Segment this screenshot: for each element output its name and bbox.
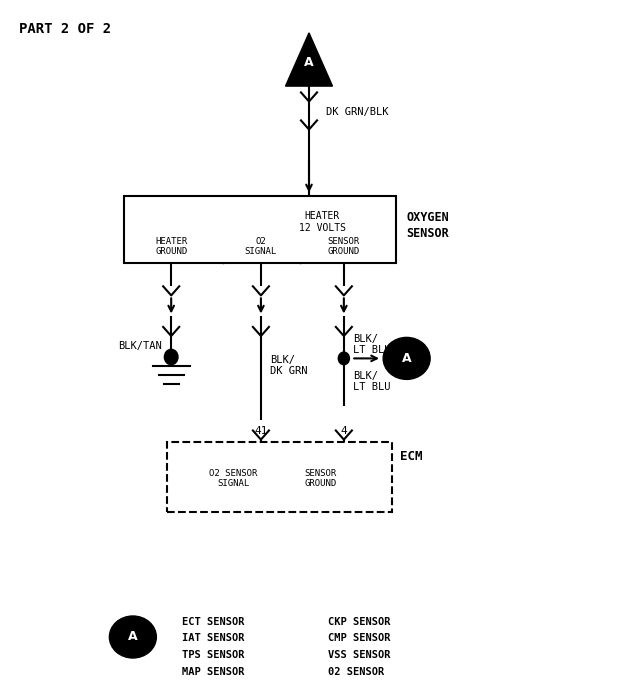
Text: MAP SENSOR: MAP SENSOR [182,667,245,677]
Text: 41: 41 [254,426,268,435]
Text: BLK/
LT BLU: BLK/ LT BLU [353,334,391,355]
Bar [124,196,396,262]
Text: CKP SENSOR: CKP SENSOR [328,617,390,626]
Text: OXYGEN
SENSOR: OXYGEN SENSOR [407,211,449,240]
Text: 4: 4 [341,426,347,435]
Text: O2
SIGNAL: O2 SIGNAL [245,237,277,256]
Polygon shape [286,33,332,86]
Text: CMP SENSOR: CMP SENSOR [328,634,390,643]
Text: 02 SENSOR: 02 SENSOR [328,667,384,677]
Text: HEATER
GROUND: HEATER GROUND [155,237,187,256]
Text: DK GRN/BLK: DK GRN/BLK [326,107,389,117]
Text: BLK/
DK GRN: BLK/ DK GRN [270,355,308,376]
Text: VSS SENSOR: VSS SENSOR [328,650,390,660]
Text: IAT SENSOR: IAT SENSOR [182,634,245,643]
Text: A: A [402,352,412,365]
Text: A: A [304,57,314,69]
Circle shape [164,349,178,365]
Text: O2 SENSOR
SIGNAL: O2 SENSOR SIGNAL [210,469,258,489]
Circle shape [338,352,349,365]
Text: BLK/
LT BLU: BLK/ LT BLU [353,371,391,392]
Ellipse shape [383,337,430,379]
Text: A: A [128,631,138,643]
Text: ECM: ECM [400,450,422,463]
Text: PART 2 OF 2: PART 2 OF 2 [19,22,111,36]
Ellipse shape [109,616,156,658]
Text: TPS SENSOR: TPS SENSOR [182,650,245,660]
Bar [167,442,392,512]
Text: ECT SENSOR: ECT SENSOR [182,617,245,626]
Text: HEATER
12 VOLTS: HEATER 12 VOLTS [298,211,345,233]
Text: easyautodiagnostics.com: easyautodiagnostics.com [227,232,391,244]
Text: SENSOR
GROUND: SENSOR GROUND [328,237,360,256]
Text: BLK/TAN: BLK/TAN [118,342,162,351]
Text: SENSOR
GROUND: SENSOR GROUND [304,469,336,489]
